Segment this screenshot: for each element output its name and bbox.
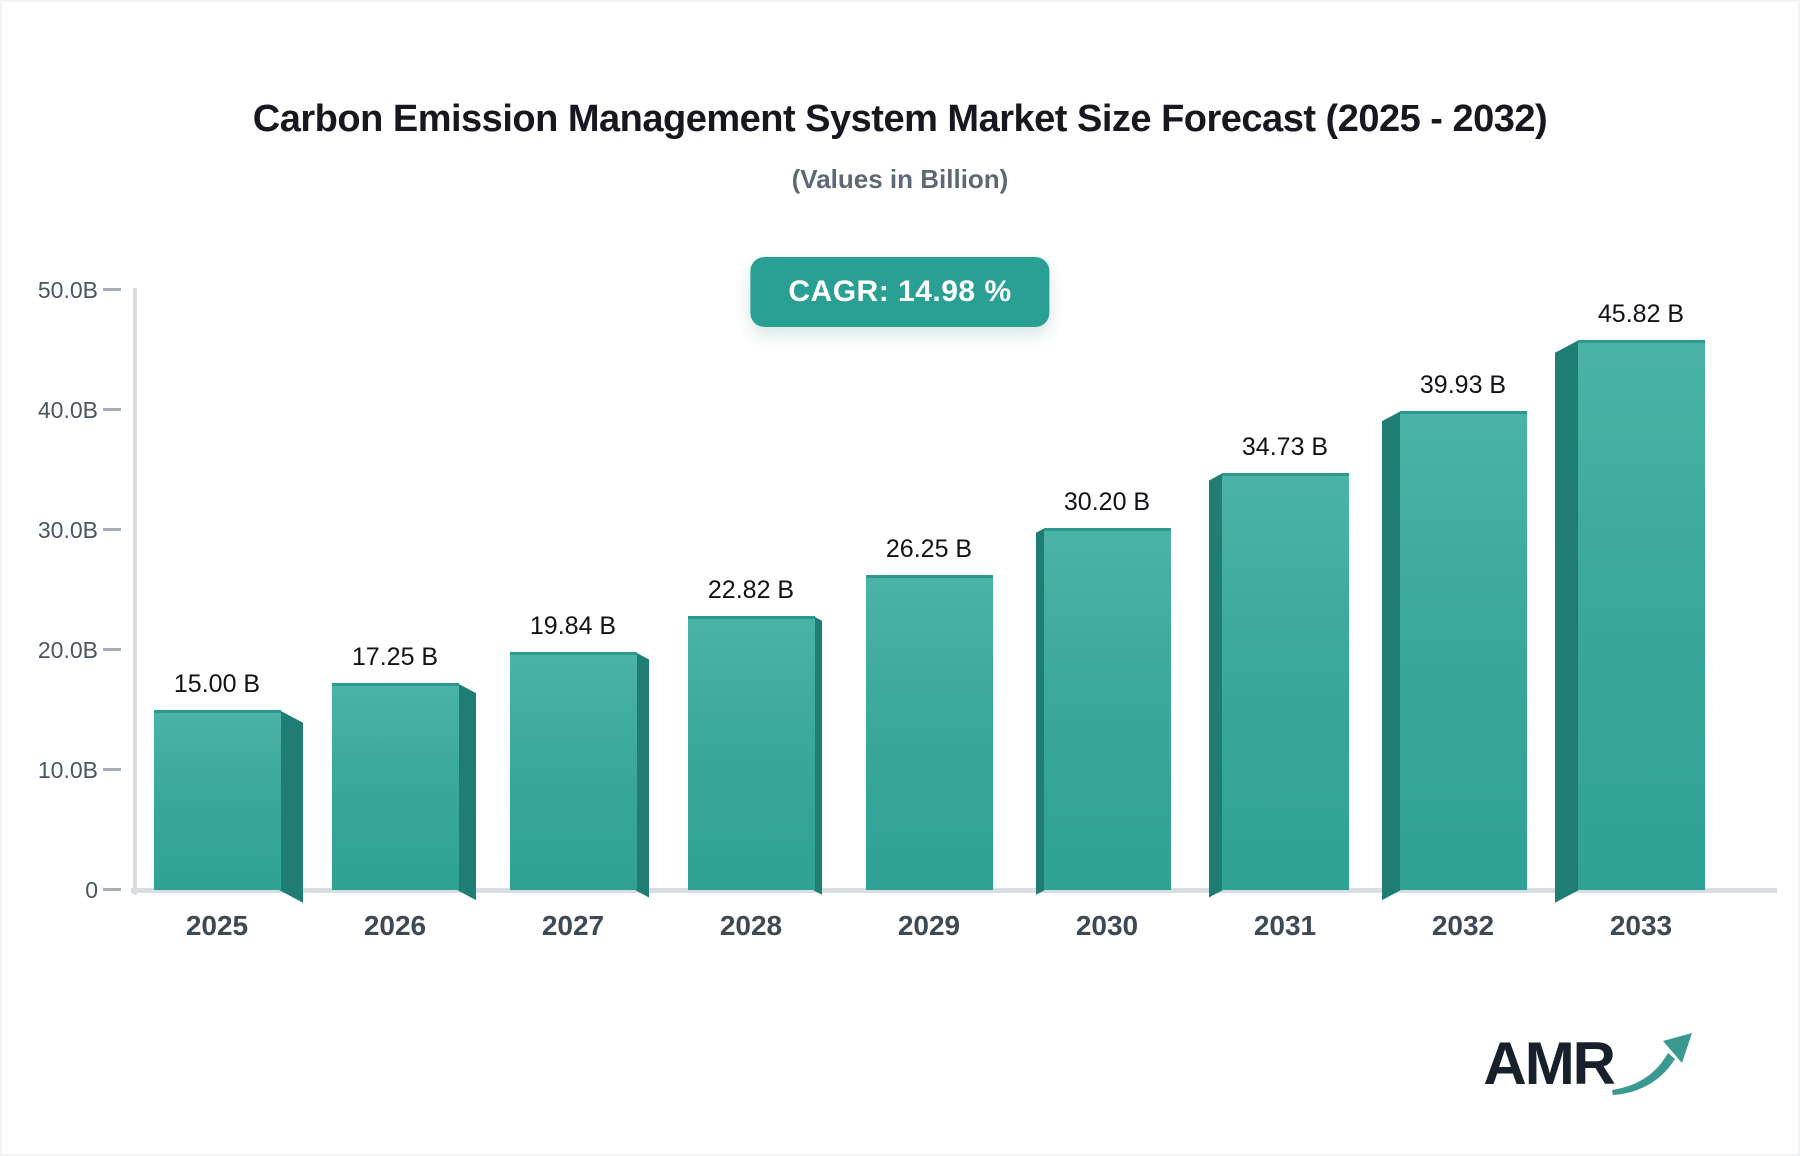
x-axis-line — [131, 888, 1777, 893]
bar — [1578, 340, 1705, 890]
y-axis-tick — [103, 528, 121, 531]
bar-side-panel — [1209, 473, 1223, 898]
bar — [1400, 411, 1527, 890]
y-axis-tick-label: 40.0B — [37, 397, 98, 423]
x-axis-label: 2028 — [719, 910, 783, 941]
x-axis-label: 2029 — [897, 910, 961, 941]
y-axis-tick — [103, 888, 121, 891]
y-axis-tick-label: 0 — [85, 877, 98, 903]
y-axis-tick — [103, 288, 121, 291]
x-axis-label: 2031 — [1253, 910, 1317, 941]
x-axis-label: 2025 — [185, 910, 249, 941]
bar-value-label: 45.82 B — [1597, 300, 1685, 328]
x-axis-label: 2030 — [1075, 910, 1139, 941]
y-axis-line — [133, 288, 137, 895]
x-axis-label: 2033 — [1609, 910, 1673, 941]
bar-side-panel — [279, 710, 303, 903]
bar — [1044, 528, 1171, 890]
bar-value-label: 39.93 B — [1419, 371, 1507, 399]
logo-text: AMR — [1483, 1030, 1616, 1097]
bar-value-label: 26.25 B — [885, 535, 973, 563]
x-axis-label: 2032 — [1431, 910, 1495, 941]
y-axis-tick — [103, 408, 121, 411]
bar — [688, 616, 815, 890]
bar — [332, 683, 459, 890]
y-axis-tick-label: 10.0B — [37, 757, 98, 783]
bar-value-label: 34.73 B — [1241, 433, 1329, 461]
bar — [154, 710, 281, 890]
chart-subtitle: (Values in Billion) — [791, 164, 1009, 194]
cagr-badge: CAGR: 14.98 % — [750, 257, 1050, 327]
bar-value-label: 17.25 B — [351, 643, 439, 671]
bar-value-label: 15.00 B — [173, 670, 261, 698]
logo-arrow-icon — [1612, 1033, 1692, 1095]
bar-value-label: 19.84 B — [529, 612, 617, 640]
x-axis-label: 2027 — [541, 910, 605, 941]
bar-value-label: 30.20 B — [1063, 488, 1151, 516]
bar-side-panel — [457, 683, 476, 901]
bar-side-panel — [1555, 340, 1579, 903]
y-axis-tick — [103, 768, 121, 771]
x-axis-label: 2026 — [363, 910, 427, 941]
y-axis-tick-label: 30.0B — [37, 517, 98, 543]
bar-side-panel — [635, 652, 649, 898]
bar — [866, 575, 993, 890]
bar-side-panel — [1382, 411, 1401, 901]
bar — [1222, 473, 1349, 890]
y-axis-tick — [103, 648, 121, 651]
y-axis-tick-label: 20.0B — [37, 637, 98, 663]
bar-value-label: 22.82 B — [707, 576, 795, 604]
y-axis-tick-label: 50.0B — [37, 277, 98, 303]
chart-title: Carbon Emission Management System Market… — [252, 98, 1548, 140]
amr-logo: AMR — [1483, 1030, 1694, 1098]
bar — [510, 652, 637, 890]
